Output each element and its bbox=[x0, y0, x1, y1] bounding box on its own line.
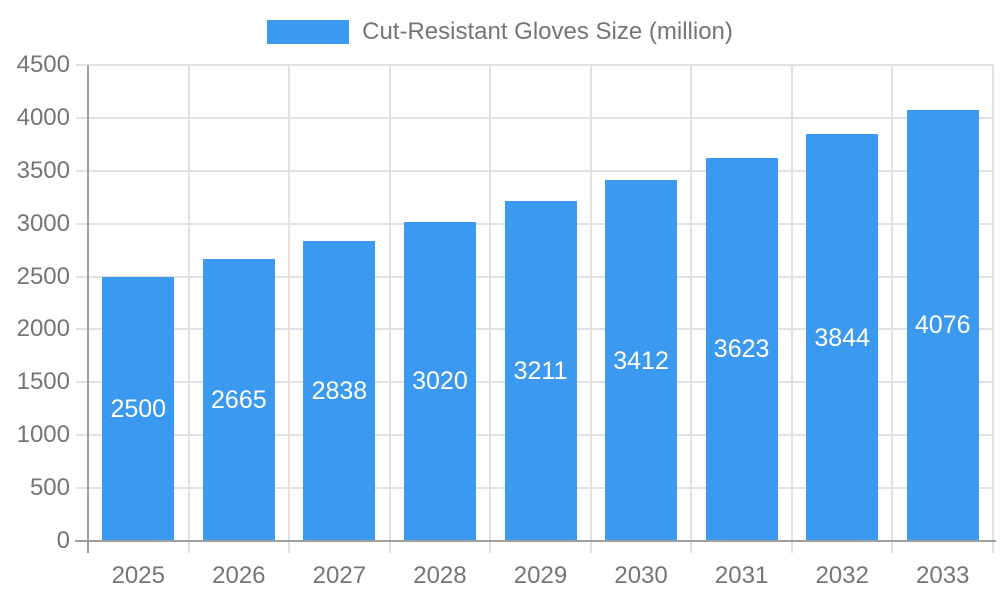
gridline-vertical bbox=[288, 65, 291, 553]
x-axis-tick-label: 2026 bbox=[212, 562, 266, 589]
gridline-vertical bbox=[891, 65, 894, 553]
gridline-vertical bbox=[992, 65, 994, 553]
x-axis-tick-label: 2030 bbox=[614, 562, 668, 589]
bar-2033[interactable] bbox=[906, 109, 979, 541]
y-axis-tick-label: 1000 bbox=[16, 421, 70, 449]
gridline-vertical bbox=[589, 65, 592, 553]
bar-value-label: 3020 bbox=[412, 367, 468, 396]
y-axis-tick-label: 1500 bbox=[16, 368, 70, 396]
gridline-vertical bbox=[489, 65, 492, 553]
gridline-horizontal bbox=[76, 64, 993, 66]
bar-value-label: 3623 bbox=[713, 335, 770, 364]
bar-value-label: 4076 bbox=[914, 311, 971, 340]
bar-2026[interactable] bbox=[202, 259, 275, 541]
bar-value-label: 3412 bbox=[613, 346, 669, 375]
x-axis-baseline bbox=[75, 540, 996, 542]
y-axis-tick-label: 2500 bbox=[16, 262, 70, 290]
bar-value-label: 2838 bbox=[311, 376, 368, 405]
y-axis-tick-label: 4000 bbox=[16, 103, 70, 131]
x-axis-tick-label: 2028 bbox=[413, 562, 467, 589]
x-axis-tick-label: 2029 bbox=[513, 562, 568, 589]
bar-2031[interactable] bbox=[705, 157, 778, 541]
x-axis-tick-label: 2033 bbox=[916, 562, 970, 589]
y-axis-tick-label: 2000 bbox=[16, 315, 70, 343]
x-axis-tick-label: 2032 bbox=[815, 562, 869, 589]
x-axis-tick-label: 2025 bbox=[111, 562, 165, 589]
bar-2030[interactable] bbox=[605, 180, 678, 541]
bar-2029[interactable] bbox=[504, 201, 577, 541]
x-axis-tick-label: 2027 bbox=[312, 562, 367, 589]
chart-legend: Cut-Resistant Gloves Size (million) bbox=[0, 18, 1000, 46]
y-axis-tick-label: 3000 bbox=[16, 209, 70, 237]
gridline-horizontal bbox=[76, 116, 993, 119]
bar-value-label: 2665 bbox=[211, 386, 267, 415]
x-axis-tick-label: 2031 bbox=[714, 562, 769, 589]
bar-2032[interactable] bbox=[806, 134, 879, 541]
bar-2028[interactable] bbox=[403, 221, 476, 541]
gridline-vertical bbox=[690, 65, 693, 553]
y-axis-tick-label: 0 bbox=[56, 527, 70, 554]
gridline-vertical bbox=[790, 65, 793, 553]
legend-label: Cut-Resistant Gloves Size (million) bbox=[362, 18, 733, 45]
legend-swatch bbox=[267, 20, 350, 44]
bar-2025[interactable] bbox=[102, 276, 175, 541]
bar-value-label: 3211 bbox=[513, 357, 568, 386]
bar-2027[interactable] bbox=[303, 240, 376, 541]
y-axis-line bbox=[87, 65, 89, 553]
gridline-vertical bbox=[388, 65, 391, 553]
bar-value-label: 3844 bbox=[814, 323, 870, 352]
bar-value-label: 2500 bbox=[110, 394, 167, 423]
y-axis-tick-label: 4500 bbox=[16, 51, 70, 78]
y-axis-tick-label: 3500 bbox=[16, 156, 70, 184]
gridline-horizontal bbox=[76, 169, 993, 172]
y-axis-tick-label: 500 bbox=[29, 474, 70, 502]
gridline-vertical bbox=[187, 65, 190, 553]
